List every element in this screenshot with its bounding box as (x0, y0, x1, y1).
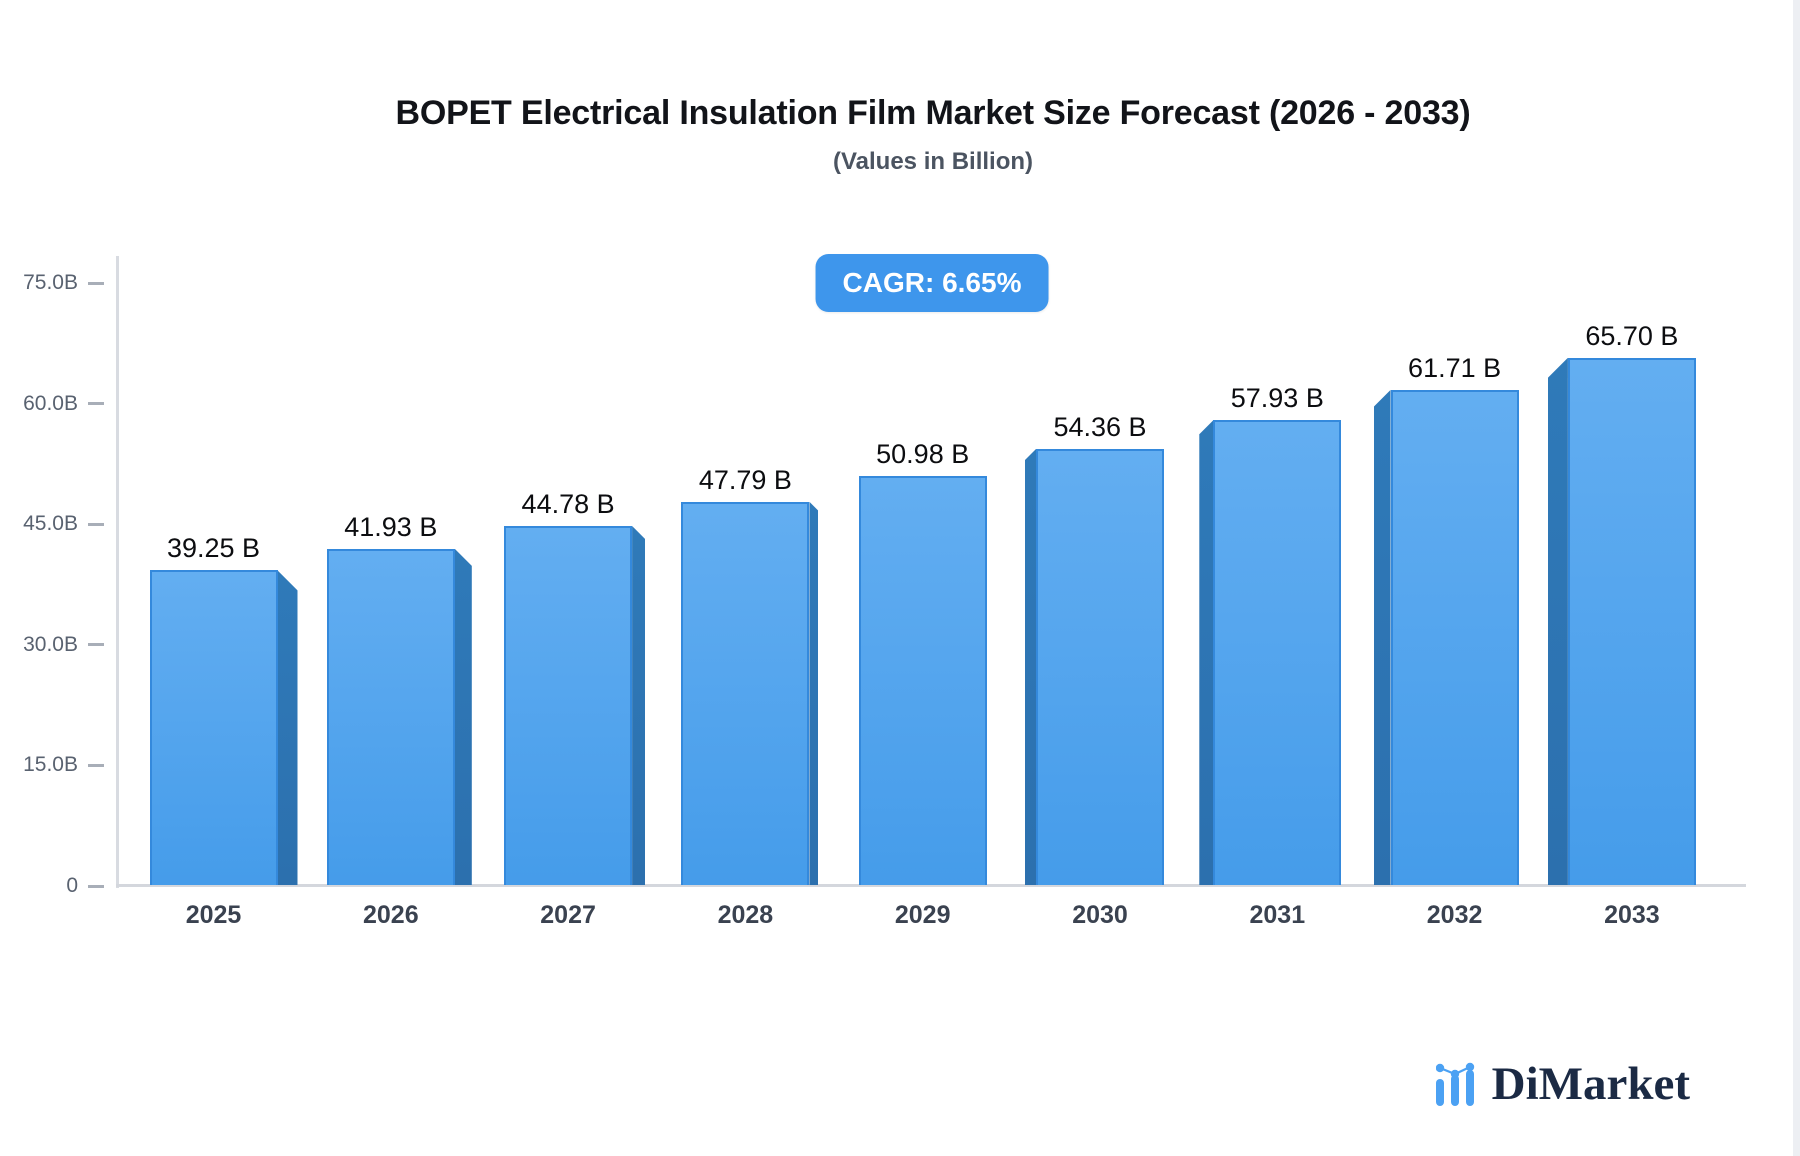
y-tick-mark (88, 281, 104, 285)
bar-2028[interactable] (681, 501, 819, 885)
x-axis-label-2033: 2033 (1604, 901, 1660, 929)
x-axis-label-2030: 2030 (1072, 901, 1128, 929)
bar-2032[interactable] (1373, 389, 1519, 885)
y-tick-mark (88, 402, 104, 406)
x-axis-label-2029: 2029 (894, 901, 951, 929)
x-axis-label-2025: 2025 (185, 901, 242, 929)
bar-face (858, 476, 987, 885)
bar-side-face (1199, 420, 1214, 885)
bar-face (504, 525, 633, 885)
y-tick-mark (88, 763, 104, 767)
y-tick-label: 60.0B (23, 391, 78, 415)
bar-face (149, 570, 278, 885)
bar-face (681, 501, 810, 885)
bar-2033[interactable] (1547, 357, 1696, 885)
bar-2030[interactable] (1025, 448, 1164, 885)
x-axis-label-2028: 2028 (717, 901, 774, 929)
bar-side-face (1025, 448, 1036, 885)
scrollbar[interactable] (1793, 0, 1800, 1156)
x-axis-line (116, 884, 1746, 887)
bar-2025[interactable] (149, 570, 298, 885)
bar-2031[interactable] (1199, 420, 1342, 885)
bar-value-label: 41.93 B (344, 511, 438, 542)
y-tick-mark (88, 522, 104, 526)
x-axis-label-2026: 2026 (362, 901, 419, 929)
bar-side-face (809, 501, 819, 885)
cagr-badge: CAGR: 6.65% (815, 254, 1049, 312)
bar-side-face (1373, 389, 1391, 885)
bar-value-label: 44.78 B (521, 488, 615, 519)
bar-value-label: 57.93 B (1230, 383, 1324, 414)
bar-2027[interactable] (504, 525, 646, 885)
bar-side-face (632, 525, 646, 885)
bar-value-label: 54.36 B (1053, 411, 1147, 442)
bar-value-label: 47.79 B (698, 464, 792, 495)
bar-value-label: 65.70 B (1585, 320, 1679, 351)
y-tick-label: 75.0B (23, 271, 78, 294)
bar-face (1213, 420, 1342, 885)
y-tick-label: 15.0B (23, 753, 78, 777)
x-axis-label-2032: 2032 (1426, 901, 1483, 929)
chart-title: BOPET Electrical Insulation Film Market … (395, 94, 1471, 132)
bar-side-face (454, 548, 472, 885)
y-tick-label: 45.0B (23, 512, 78, 536)
x-axis-label-2031: 2031 (1249, 901, 1306, 929)
x-axis-label-2027: 2027 (540, 901, 596, 929)
y-tick-label: 30.0B (23, 632, 78, 656)
brand-name: DiMarket (1491, 1057, 1690, 1110)
dimarket-logo: DiMarket (1435, 1057, 1690, 1110)
bar-2026[interactable] (326, 548, 472, 885)
bar-2029[interactable] (858, 476, 987, 885)
bar-face (1036, 448, 1164, 885)
y-tick-mark (88, 643, 104, 647)
dimarket-logo-icon (1435, 1062, 1474, 1106)
y-tick-mark (88, 884, 104, 888)
bar-face (1390, 389, 1519, 885)
bar-side-face (277, 570, 298, 885)
y-tick-label: 0 (66, 874, 78, 897)
y-axis-line (116, 256, 119, 888)
chart-subtitle: (Values in Billion) (832, 148, 1034, 175)
bar-value-label: 61.71 B (1408, 352, 1502, 383)
bar-face (326, 548, 455, 885)
bar-face (1567, 357, 1696, 885)
bar-value-label: 50.98 B (876, 439, 970, 470)
bar-side-face (1547, 357, 1568, 885)
bar-value-label: 39.25 B (166, 533, 261, 564)
